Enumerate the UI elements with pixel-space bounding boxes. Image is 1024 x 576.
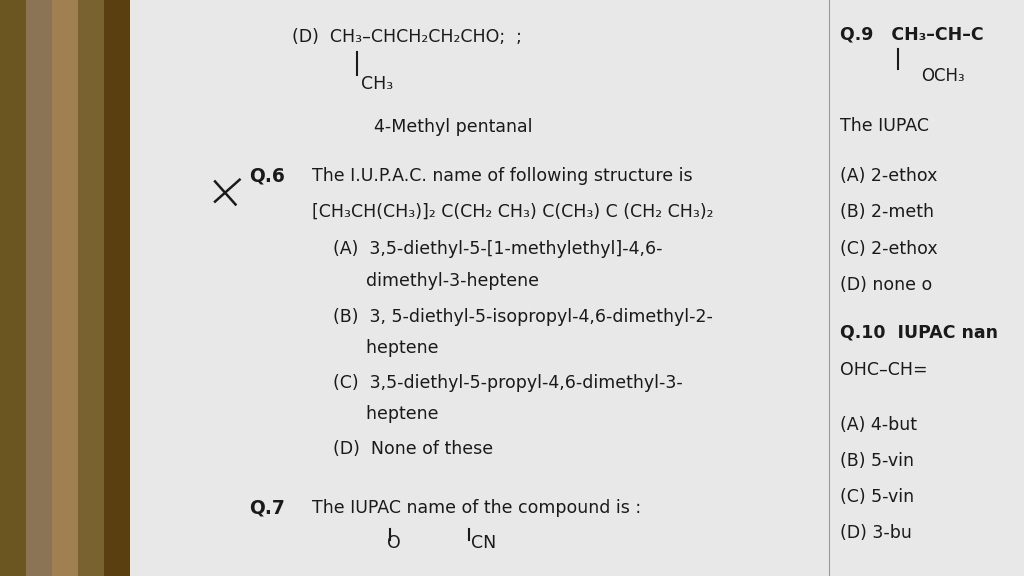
Text: (B) 2-meth: (B) 2-meth [840,203,934,221]
Text: (D)  CH₃–CHCH₂CH₂CHO;  ;: (D) CH₃–CHCH₂CH₂CHO; ; [292,28,521,47]
Text: (C)  3,5-diethyl-5-propyl-4,6-dimethyl-3-: (C) 3,5-diethyl-5-propyl-4,6-dimethyl-3- [333,374,683,392]
Bar [78,0,104,576]
Text: O: O [387,534,400,552]
Text: dimethyl-3-heptene: dimethyl-3-heptene [333,271,539,290]
Bar [52,0,78,576]
Text: [CH₃CH(CH₃)]₂ C(CH₂ CH₃) C(CH₃) C (CH₂ CH₃)₂: [CH₃CH(CH₃)]₂ C(CH₂ CH₃) C(CH₃) C (CH₂ C… [312,203,714,221]
Text: CH₃: CH₃ [361,74,393,93]
Text: The I.U.P.A.C. name of following structure is: The I.U.P.A.C. name of following structu… [312,166,693,185]
Text: Q.6: Q.6 [249,166,285,185]
Text: heptene: heptene [333,339,438,357]
Text: OCH₃: OCH₃ [922,67,966,85]
Bar [0,0,26,576]
Text: (C) 2-ethox: (C) 2-ethox [840,240,937,259]
Text: Q.10  IUPAC nan: Q.10 IUPAC nan [840,324,997,342]
Text: The IUPAC: The IUPAC [840,116,929,135]
Text: (A) 4-but: (A) 4-but [840,415,916,434]
Bar [104,0,130,576]
Text: OHC–CH=: OHC–CH= [840,361,928,379]
Text: CN: CN [471,534,497,552]
Text: heptene: heptene [333,405,438,423]
Text: (D) 3-bu: (D) 3-bu [840,524,911,542]
Bar [26,0,52,576]
Text: (B) 5-vin: (B) 5-vin [840,452,913,470]
Text: Q.7: Q.7 [249,499,285,517]
Text: The IUPAC name of the compound is :: The IUPAC name of the compound is : [312,499,641,517]
Text: (B)  3, 5-diethyl-5-isopropyl-4,6-dimethyl-2-: (B) 3, 5-diethyl-5-isopropyl-4,6-dimethy… [333,308,713,326]
Text: (C) 5-vin: (C) 5-vin [840,487,913,506]
Bar [829,0,1024,576]
Text: (A) 2-ethox: (A) 2-ethox [840,166,937,185]
Text: (A)  3,5-diethyl-5-[1-methylethyl]-4,6-: (A) 3,5-diethyl-5-[1-methylethyl]-4,6- [333,240,663,259]
Bar [130,0,829,576]
Text: (D)  None of these: (D) None of these [333,440,493,458]
Text: Q.9   CH₃–CH–C: Q.9 CH₃–CH–C [840,25,983,44]
Text: (D) none o: (D) none o [840,276,932,294]
Text: 4-Methyl pentanal: 4-Methyl pentanal [374,118,532,136]
